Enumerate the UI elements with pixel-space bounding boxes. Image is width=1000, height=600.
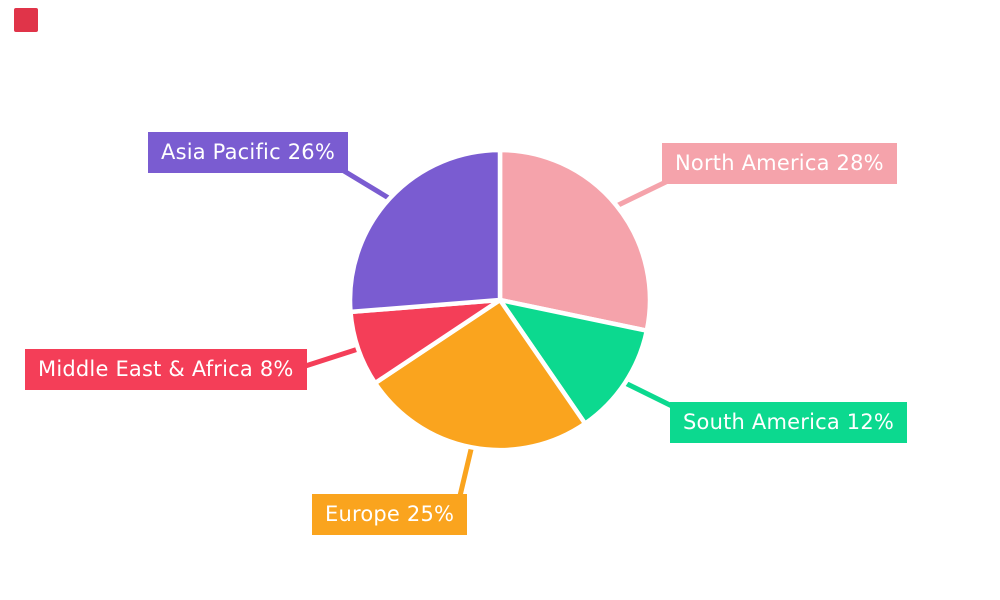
slice-label-south-america: South America 12% xyxy=(670,402,908,443)
red-square-marker xyxy=(14,8,38,32)
slice-label-middle-east-africa: Middle East & Africa 8% xyxy=(25,349,307,390)
slice-label-north-america: North America 28% xyxy=(662,143,897,184)
pie-slice-asia-pacific[interactable] xyxy=(347,147,503,315)
pie-slices xyxy=(347,147,653,453)
pie-slice-north-america[interactable] xyxy=(497,147,653,333)
leader-line-europe xyxy=(456,442,475,503)
slice-label-europe: Europe 25% xyxy=(312,494,468,535)
pie-slice-europe[interactable] xyxy=(372,297,588,453)
pie-slice-south-america[interactable] xyxy=(497,297,650,426)
slice-label-asia-pacific: Asia Pacific 26% xyxy=(148,132,348,173)
leader-line-asia-pacific xyxy=(341,168,394,203)
